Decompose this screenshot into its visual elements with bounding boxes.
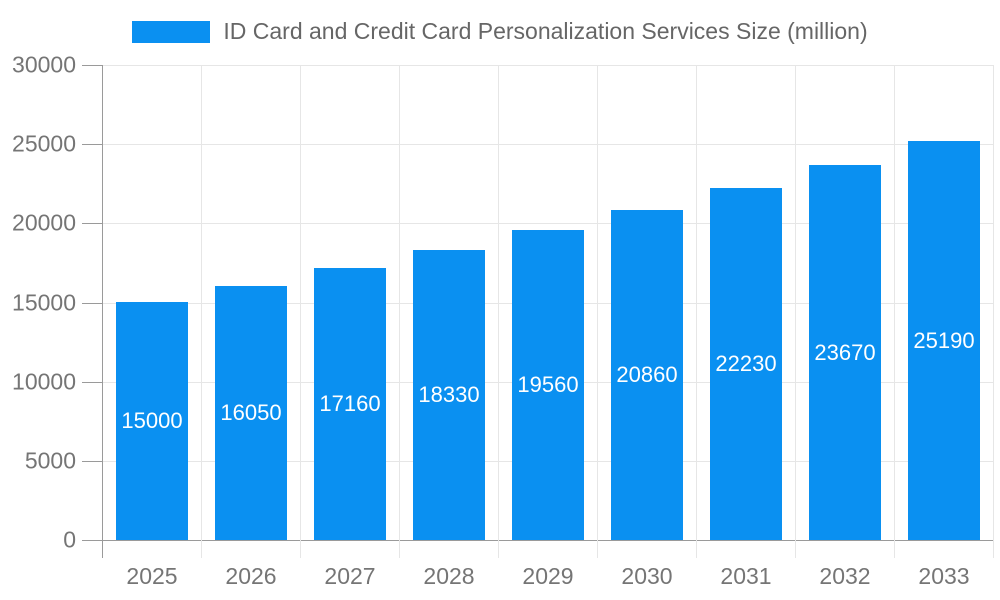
- bar[interactable]: 23670: [809, 165, 881, 540]
- x-axis-line: [102, 540, 993, 541]
- gridline-v: [597, 65, 598, 558]
- gridline-v: [498, 65, 499, 558]
- bar-value-label: 16050: [220, 400, 282, 425]
- bar-value-label: 25190: [913, 327, 975, 353]
- gridline-v: [201, 65, 202, 558]
- gridline-h: [102, 65, 993, 66]
- bar-value-label: 15000: [121, 408, 183, 433]
- x-tick-label: 2028: [423, 563, 475, 589]
- legend[interactable]: ID Card and Credit Card Personalization …: [0, 18, 1000, 45]
- y-tick-label: 30000: [12, 51, 76, 78]
- gridline-v: [399, 65, 400, 558]
- gridline-v: [795, 65, 796, 558]
- bar[interactable]: 15000: [116, 302, 188, 540]
- y-tick-label: 15000: [12, 289, 76, 316]
- gridline-v: [300, 65, 301, 558]
- bar-value-label: 22230: [715, 351, 777, 376]
- plot-area: 0 5000 10000 15000 20000 25000 30000 15000 2025 1…: [12, 52, 994, 589]
- bar[interactable]: 16050: [215, 286, 287, 540]
- y-tick: [82, 540, 102, 541]
- gridline-v: [993, 65, 994, 558]
- x-tick-label: 2032: [819, 563, 871, 589]
- x-tick-label: 2025: [126, 563, 178, 589]
- bar-value-label: 18330: [418, 382, 480, 407]
- y-tick-label: 20000: [12, 209, 76, 236]
- gridline-v: [894, 65, 895, 558]
- bar[interactable]: 17160: [314, 268, 386, 540]
- y-tick-label: 10000: [12, 368, 76, 395]
- x-tick-label: 2033: [918, 563, 970, 589]
- x-tick-label: 2026: [225, 563, 277, 589]
- x-tick-label: 2031: [720, 563, 772, 589]
- bar-value-label: 19560: [517, 372, 579, 397]
- x-tick-label: 2027: [324, 563, 376, 589]
- bar[interactable]: 25190: [908, 141, 980, 540]
- x-tick-label: 2030: [621, 563, 673, 589]
- x-tick-label: 2029: [522, 563, 574, 589]
- y-tick: [82, 382, 102, 383]
- bar[interactable]: 22230: [710, 188, 782, 540]
- y-axis-line: [102, 65, 103, 558]
- y-tick: [82, 303, 102, 304]
- y-tick-label: 5000: [24, 447, 76, 474]
- bar-value-label: 23670: [814, 339, 876, 365]
- bar[interactable]: 18330: [413, 250, 485, 540]
- y-tick: [82, 65, 102, 66]
- legend-label: ID Card and Credit Card Personalization …: [223, 18, 868, 44]
- bar[interactable]: 19560: [512, 230, 584, 540]
- y-tick: [82, 144, 102, 145]
- gridline-h: [102, 223, 993, 224]
- y-tick: [82, 461, 102, 462]
- gridline-h: [102, 144, 993, 145]
- y-tick-label: 0: [63, 526, 76, 553]
- gridline-v: [696, 65, 697, 558]
- bar-value-label: 20860: [616, 362, 678, 387]
- bar[interactable]: 20860: [611, 210, 683, 540]
- bar-value-label: 17160: [319, 391, 381, 416]
- legend-swatch-icon[interactable]: [132, 20, 211, 43]
- y-tick: [82, 223, 102, 224]
- y-tick-label: 25000: [12, 130, 76, 157]
